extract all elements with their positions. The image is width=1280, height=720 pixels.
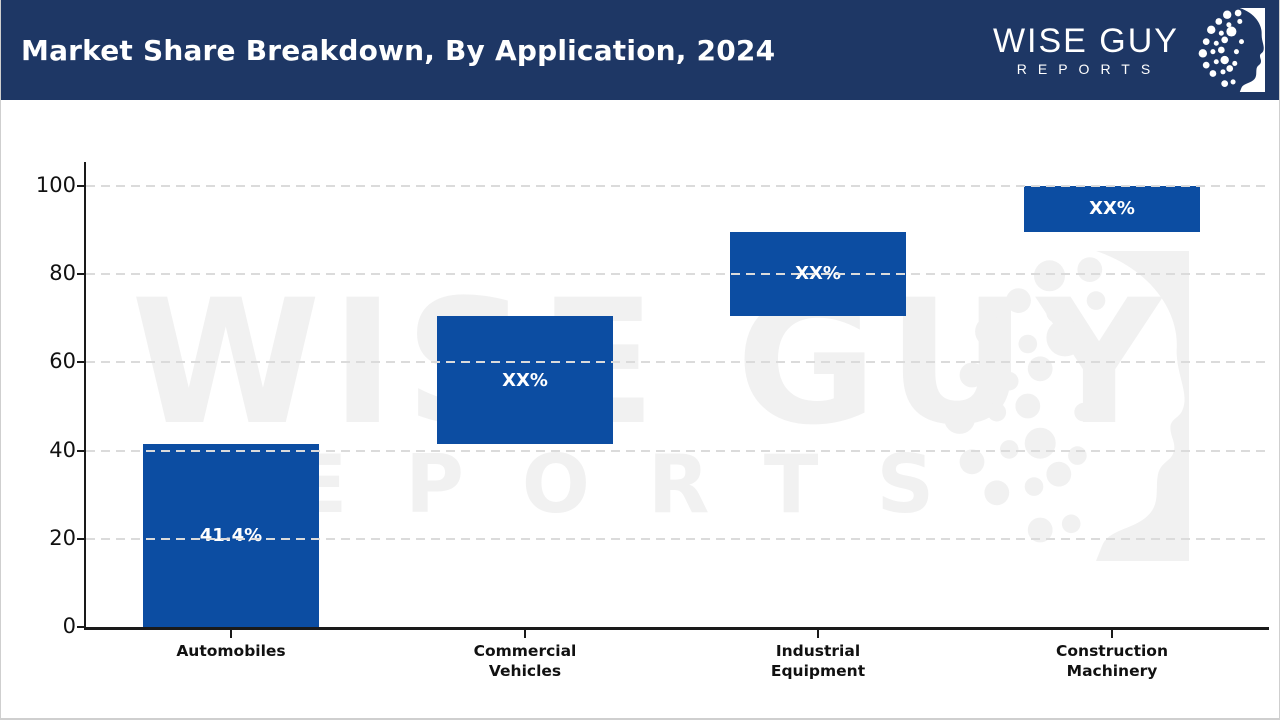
y-tick-label: 40 (49, 437, 76, 462)
y-tick-mark (77, 626, 85, 628)
y-tick-mark (77, 537, 85, 540)
x-tick-mark (230, 630, 232, 638)
brand-logo: WISE GUY REPORTS (993, 7, 1265, 93)
category-label: Construction Machinery (1056, 642, 1168, 680)
gridline-40 (86, 449, 1269, 452)
bar-automobiles: 41.4% (143, 444, 319, 627)
y-tick-label: 20 (49, 525, 76, 550)
y-tick-label: 0 (62, 614, 76, 638)
page-title: Market Share Breakdown, By Application, … (21, 33, 776, 67)
y-tick-label: 80 (49, 261, 76, 286)
x-axis-line (84, 627, 1269, 630)
brand-subtext: REPORTS (1016, 61, 1162, 77)
brand-wordmark: WISE GUY (992, 22, 1179, 60)
bar-value-label: XX% (502, 369, 548, 391)
brand-logo-text: WISE GUY REPORTS (993, 23, 1179, 77)
gridline-100 (86, 185, 1269, 187)
category-label: Industrial Equipment (770, 642, 866, 680)
x-tick-mark (524, 630, 526, 638)
y-tick-mark (77, 361, 85, 364)
bar-construction-machinery: XX% (1024, 186, 1200, 232)
category-label: Commercial Vehicles (473, 642, 577, 680)
watermark-head-icon (944, 251, 1189, 561)
y-tick-mark (77, 449, 85, 452)
x-tick-mark (1111, 630, 1113, 638)
gridline-80 (86, 273, 1269, 276)
bar-value-label: 41.4% (199, 525, 263, 547)
category-label: Automobiles (176, 642, 286, 660)
chart-area: WISE GUY REPORTS 0 20 40 60 80 100 41.4% XX% XX%… (1, 100, 1279, 718)
y-tick-label: 60 (49, 349, 76, 374)
x-tick-mark (817, 630, 819, 638)
bar-commercial-vehicles: XX% (437, 316, 613, 445)
header: Market Share Breakdown, By Application, … (1, 0, 1279, 100)
bar-value-label: XX% (1089, 198, 1135, 220)
y-tick-mark (77, 273, 85, 276)
brand-head-icon (1198, 8, 1265, 92)
y-axis-line (84, 162, 86, 630)
gridline-20 (86, 537, 1269, 540)
y-tick-label: 100 (35, 173, 76, 197)
y-tick-mark (77, 185, 85, 187)
gridline-60 (86, 361, 1269, 364)
